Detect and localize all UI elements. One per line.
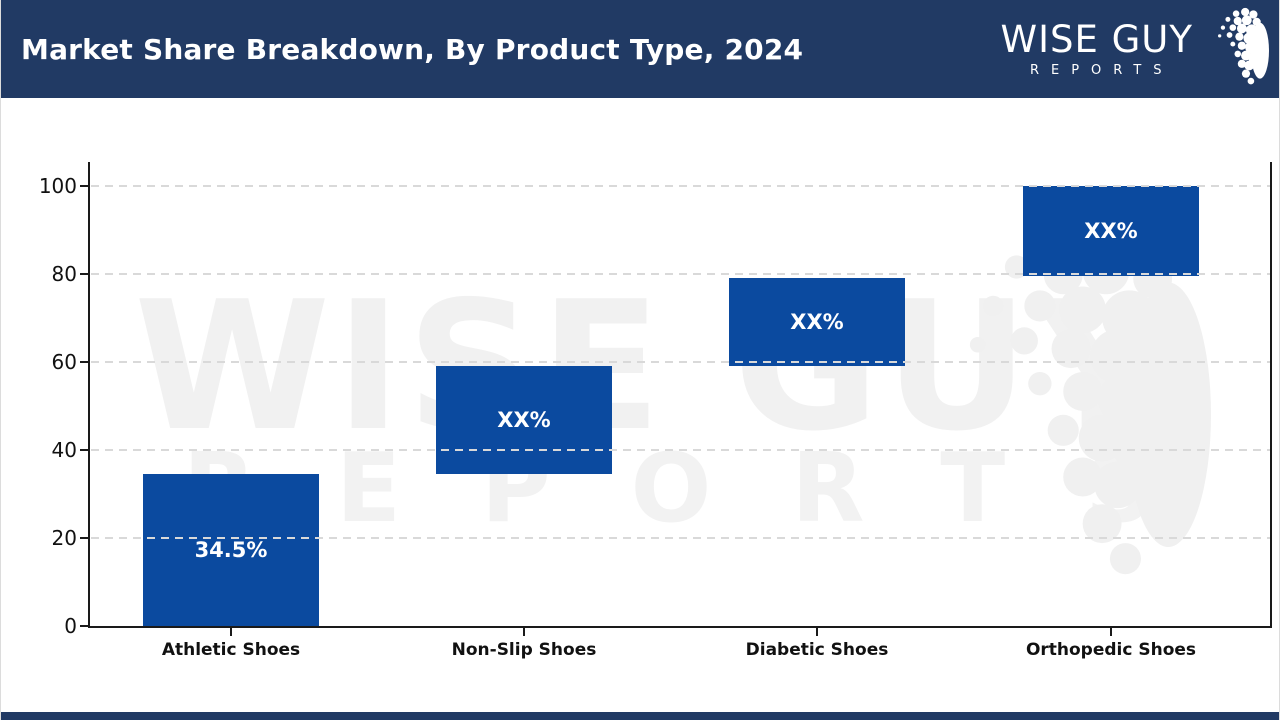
gridline [91, 361, 1271, 363]
x-axis-category-label: Athletic Shoes [161, 640, 301, 660]
y-tick-mark [80, 185, 88, 187]
y-tick-mark [80, 537, 88, 539]
header-bar: Market Share Breakdown, By Product Type,… [1, 0, 1279, 98]
y-tick-mark [80, 625, 88, 627]
y-axis-line [88, 162, 90, 628]
gridline [91, 449, 1271, 451]
y-axis-tick-label: 0 [64, 614, 77, 638]
gridline [91, 273, 1271, 275]
y-tick-mark [80, 449, 88, 451]
x-tick-mark [523, 628, 525, 636]
y-axis-tick-label: 80 [51, 262, 77, 286]
y-axis-tick-label: 20 [51, 526, 77, 550]
watermark-reports-text: REPORTS [183, 434, 1234, 544]
x-axis-category-label: Diabetic Shoes [745, 640, 889, 660]
bar-value-label: XX% [790, 310, 844, 335]
bar-segment: 34.5% [143, 474, 319, 626]
x-tick-mark [1110, 628, 1112, 636]
gridline [91, 185, 1271, 187]
logo-face-icon [1218, 7, 1269, 85]
x-tick-mark [816, 628, 818, 636]
wise-guy-logo: WISE GUY REPORTS [1001, 7, 1269, 90]
logo-text: WISE GUY REPORTS [1001, 21, 1193, 78]
footer-bar [1, 712, 1279, 720]
gridline [91, 537, 1271, 539]
y-axis-tick-label: 40 [51, 438, 77, 462]
logo-wise-guy-label: WISE GUY [1000, 17, 1193, 61]
page-title: Market Share Breakdown, By Product Type,… [21, 32, 804, 66]
x-axis-category-label: Non-Slip Shoes [451, 640, 597, 660]
y-tick-mark [80, 273, 88, 275]
x-axis-category-label: Orthopedic Shoes [1025, 640, 1197, 660]
logo-reports-label: REPORTS [1029, 62, 1174, 78]
right-axis-line [1270, 162, 1272, 628]
bar-segment: XX% [436, 366, 612, 475]
bar-value-label: XX% [497, 408, 551, 433]
bar-value-label: XX% [1084, 219, 1138, 244]
x-axis-line [88, 626, 1272, 628]
y-axis-tick-label: 100 [38, 174, 77, 198]
y-axis-tick-label: 60 [51, 350, 77, 374]
x-tick-mark [230, 628, 232, 636]
bar-segment: XX% [1023, 186, 1199, 277]
y-tick-mark [80, 361, 88, 363]
bar-value-label: 34.5% [194, 538, 268, 563]
bar-segment: XX% [729, 278, 905, 367]
